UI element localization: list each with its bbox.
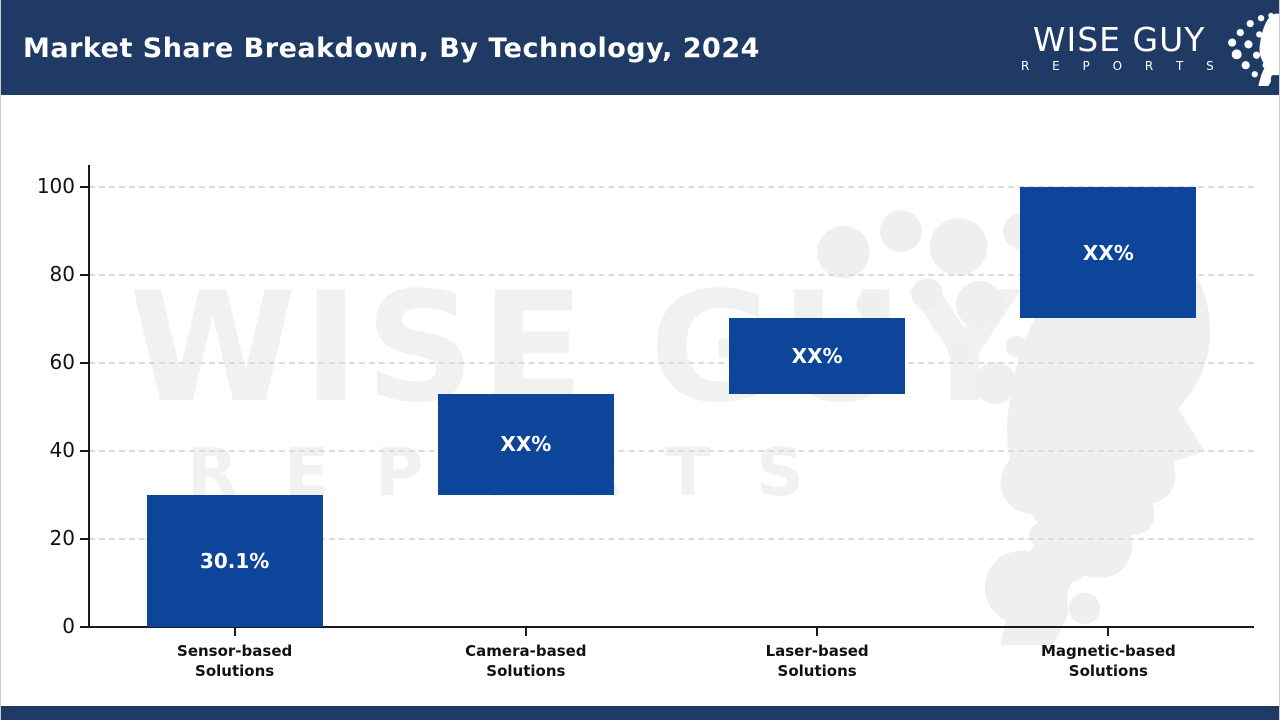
bar-laser-based-solutions: XX% xyxy=(729,318,906,395)
footer-bar xyxy=(1,706,1279,720)
x-axis-tick-2 xyxy=(524,628,527,636)
header-bar: Market Share Breakdown, By Technology, 2… xyxy=(1,0,1279,95)
x-axis-category-label: Camera-based Solutions xyxy=(465,642,587,681)
x-axis-tick-3 xyxy=(816,628,819,636)
bar-camera-based-solutions: XX% xyxy=(437,394,614,495)
gridline-60 xyxy=(89,362,1254,364)
y-axis-tick-100 xyxy=(80,186,88,188)
x-axis-category-label: Magnetic-based Solutions xyxy=(1040,642,1176,681)
y-axis-label-60: 60 xyxy=(49,350,75,374)
y-axis-label-40: 40 xyxy=(49,438,75,462)
y-axis-tick-20 xyxy=(80,538,88,540)
bar-value-label: XX% xyxy=(791,344,843,369)
gridline-80 xyxy=(89,274,1254,276)
y-axis-tick-40 xyxy=(80,450,88,452)
bar-value-label: 30.1% xyxy=(199,548,270,573)
bar-magnetic-based-solutions: XX% xyxy=(1020,187,1197,319)
logo-text: WISE GUY R E P O R T S xyxy=(1015,19,1224,74)
y-axis-line xyxy=(88,165,90,628)
y-axis-tick-0 xyxy=(80,626,88,628)
bar-value-label: XX% xyxy=(500,432,552,457)
bar-value-label: XX% xyxy=(1082,240,1134,265)
logo-wordmark: WISE GUY xyxy=(1032,19,1206,59)
y-axis-tick-80 xyxy=(80,274,88,276)
page-title: Market Share Breakdown, By Technology, 2… xyxy=(23,33,760,64)
gridline-100 xyxy=(89,186,1254,188)
y-axis-label-80: 80 xyxy=(49,262,75,286)
x-axis-category-label: Sensor-based Solutions xyxy=(177,642,293,681)
y-axis-label-100: 100 xyxy=(36,174,75,198)
logo-head-icon xyxy=(1228,12,1279,86)
logo-subtitle: R E P O R T S xyxy=(1021,59,1224,74)
x-axis-tick-1 xyxy=(233,628,236,636)
gridline-40 xyxy=(89,450,1254,452)
x-axis-category-label: Laser-based Solutions xyxy=(765,642,869,681)
x-axis-line xyxy=(88,626,1254,628)
y-axis-label-20: 20 xyxy=(49,526,75,550)
y-axis-label-0: 0 xyxy=(62,614,75,638)
y-axis-tick-60 xyxy=(80,362,88,364)
x-axis-tick-4 xyxy=(1107,628,1110,636)
bar-sensor-based-solutions: 30.1% xyxy=(146,494,323,627)
wise-guy-reports-logo: WISE GUY R E P O R T S xyxy=(1015,9,1279,87)
gridline-20 xyxy=(89,538,1254,540)
